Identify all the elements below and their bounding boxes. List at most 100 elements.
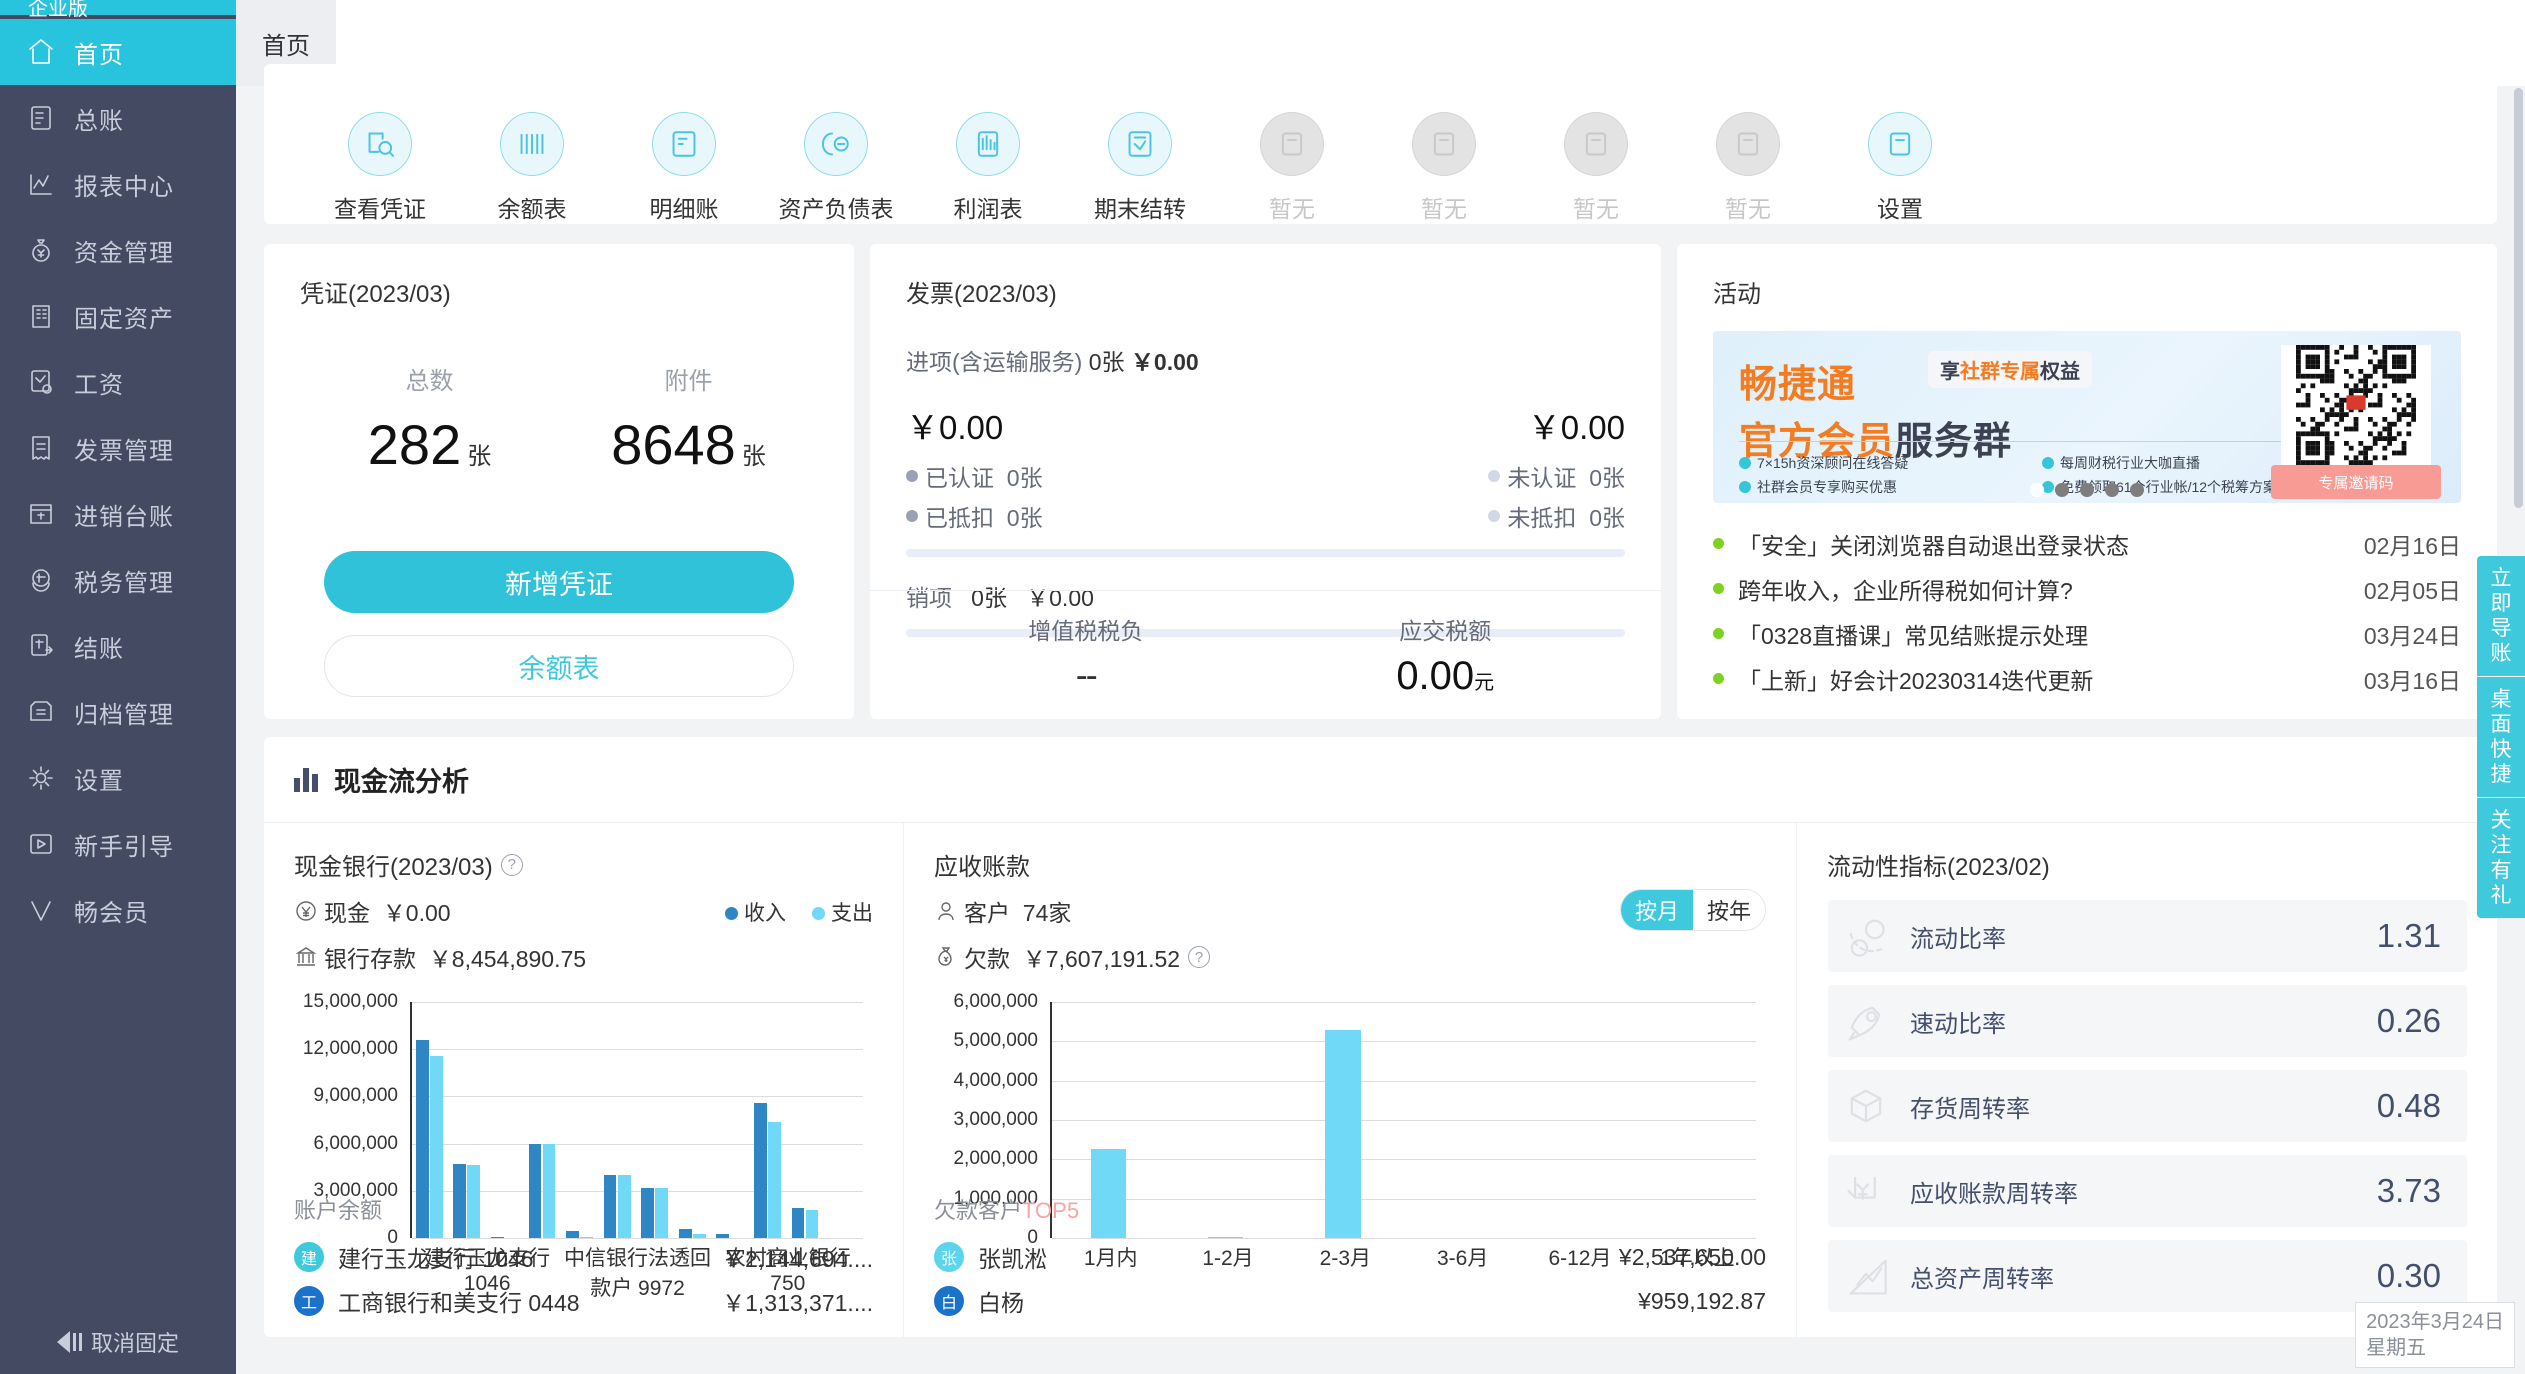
quick-action-1[interactable]: 余额表 bbox=[456, 112, 608, 224]
indicator-value: 1.31 bbox=[2376, 917, 2441, 954]
quick-action-3[interactable]: 资产负债表 bbox=[760, 112, 912, 224]
bar-expense bbox=[429, 1056, 443, 1238]
sidebar-item-3[interactable]: 资金管理 bbox=[0, 217, 236, 283]
balance-sheet-icon bbox=[500, 112, 564, 176]
sidebar-item-0[interactable]: 首页 bbox=[0, 19, 236, 85]
quick-action-label: 查看凭证 bbox=[334, 196, 426, 222]
promo-tag: 享社群专属权益 bbox=[1928, 351, 2092, 388]
activity-card: 活动 畅捷通 官方会员服务群 享社群专属权益 7×15h资深顾问在线答疑 每周财税… bbox=[1677, 244, 2497, 719]
chart-icon bbox=[1842, 1252, 1890, 1300]
bullet-icon bbox=[1713, 628, 1724, 639]
quick-action-5[interactable]: 期末结转 bbox=[1064, 112, 1216, 224]
quick-action-10[interactable]: 设置 bbox=[1824, 112, 1976, 224]
sidebar-collapse-button[interactable]: 取消固定 bbox=[0, 1310, 236, 1374]
tax-payable-unit: 元 bbox=[1474, 672, 1495, 694]
bank-icon bbox=[294, 945, 324, 969]
news-item-2[interactable]: 「0328直播课」常见结账提示处理 03月24日 bbox=[1713, 611, 2461, 656]
cash-value: ￥0.00 bbox=[382, 900, 451, 926]
account-row[interactable]: 工工商银行和美支行 0448 ￥1,313,371.... bbox=[294, 1279, 873, 1323]
quick-action-2[interactable]: 明细账 bbox=[608, 112, 760, 224]
float-button-1[interactable]: 桌面 快捷 bbox=[2477, 677, 2525, 798]
legend-expense: 支出 bbox=[831, 902, 873, 925]
voucher-card: 凭证(2023/03) 总数 282 张 附件 8648 张 新增凭证 余额表 bbox=[264, 244, 854, 719]
news-item-1[interactable]: 跨年收入，企业所得税如何计算? 02月05日 bbox=[1713, 566, 2461, 611]
invoice-legend-undeducted: 未抵扣 0张 bbox=[1488, 499, 1625, 533]
x-label: 1-2月 bbox=[1202, 1247, 1254, 1270]
balance-sheet-button[interactable]: 余额表 bbox=[324, 635, 794, 697]
sidebar-item-7[interactable]: 进销台账 bbox=[0, 481, 236, 547]
sidebar-item-13[interactable]: 畅会员 bbox=[0, 877, 236, 943]
indicator-value: 0.48 bbox=[2376, 1087, 2441, 1124]
indicator-value: 3.73 bbox=[2376, 1172, 2441, 1209]
x-label: 6-12月 bbox=[1548, 1247, 1612, 1270]
news-item-0[interactable]: 「安全」关闭浏览器自动退出登录状态 02月16日 bbox=[1713, 521, 2461, 566]
quick-action-4[interactable]: 利润表 bbox=[912, 112, 1064, 224]
x-label: 农村商业银行750 bbox=[724, 1247, 851, 1295]
bar-income bbox=[678, 1228, 692, 1238]
bar-income bbox=[754, 1102, 767, 1238]
y-tick: 9,000,000 bbox=[313, 1085, 398, 1107]
sidebar-item-1[interactable]: 总账 bbox=[0, 85, 236, 151]
quick-action-0[interactable]: 查看凭证 bbox=[304, 112, 456, 224]
quick-action-label: 利润表 bbox=[953, 196, 1023, 222]
promo-banner[interactable]: 畅捷通 官方会员服务群 享社群专属权益 7×15h资深顾问在线答疑 每周财税行业大… bbox=[1713, 331, 2461, 503]
date-display: 2023年3月24日 星期五 bbox=[2355, 1302, 2515, 1368]
debtor-row[interactable]: 白白杨 ¥959,192.87 bbox=[934, 1279, 1766, 1323]
toggle-by-month[interactable]: 按月 bbox=[1621, 890, 1693, 930]
voucher-attachment-value: 8648 bbox=[611, 413, 736, 476]
sidebar-item-5[interactable]: 工资 bbox=[0, 349, 236, 415]
invoice-progress-bar-input bbox=[906, 549, 1625, 557]
indicator-label: 速动比率 bbox=[1910, 1010, 2006, 1038]
sidebar-item-10[interactable]: 归档管理 bbox=[0, 679, 236, 745]
help-icon[interactable]: ? bbox=[1188, 946, 1211, 968]
customer-label: 客户 bbox=[964, 900, 1010, 926]
debtor-row[interactable]: 张张凯淞 ¥2,537,650.00 bbox=[934, 1235, 1766, 1279]
invoice-card-title: 发票(2023/03) bbox=[906, 281, 1057, 308]
empty-icon bbox=[1716, 112, 1780, 176]
sidebar-item-label: 报表中心 bbox=[74, 173, 174, 201]
y-tick: 3,000,000 bbox=[953, 1109, 1038, 1130]
float-button-0[interactable]: 立即 导账 bbox=[2477, 556, 2525, 677]
debtor-amount: ¥959,192.87 bbox=[1638, 1287, 1766, 1314]
y-tick: 2,000,000 bbox=[953, 1148, 1038, 1170]
sidebar-item-9[interactable]: 结账 bbox=[0, 613, 236, 679]
banner-carousel-dots[interactable] bbox=[1713, 483, 2461, 497]
y-axis-line bbox=[410, 1002, 412, 1238]
help-icon[interactable]: ? bbox=[500, 853, 523, 876]
deposit-label: 银行存款 bbox=[324, 946, 416, 972]
debtor-amount: ¥2,537,650.00 bbox=[1618, 1243, 1766, 1270]
sidebar-item-12[interactable]: 新手引导 bbox=[0, 811, 236, 877]
bar-income bbox=[603, 1175, 617, 1238]
invoice-input-label: 进项(含运输服务) bbox=[906, 349, 1083, 375]
bank-bar-chart: 0 3,000,000 6,000,000 9,000,000 12,000,000 15… bbox=[294, 991, 873, 1300]
gear-icon bbox=[1868, 112, 1932, 176]
sidebar-item-2[interactable]: 报表中心 bbox=[0, 151, 236, 217]
sidebar-item-4[interactable]: 固定资产 bbox=[0, 283, 236, 349]
indicator-row-2: 存货周转率 0.48 bbox=[1828, 1070, 2467, 1142]
promo-divider bbox=[1739, 441, 2319, 442]
period-toggle[interactable]: 按月 按年 bbox=[1620, 889, 1766, 931]
sidebar-item-11[interactable]: 设置 bbox=[0, 745, 236, 811]
toggle-by-year[interactable]: 按年 bbox=[1693, 890, 1765, 930]
bank-title: 现金银行(2023/03) bbox=[294, 854, 493, 881]
invoice-legend-certified: 已认证 0张 bbox=[906, 459, 1043, 493]
rocket-icon bbox=[1842, 997, 1890, 1045]
home-icon bbox=[26, 35, 68, 69]
x-label: 中信银行法透回款户 9972 bbox=[563, 1247, 711, 1300]
bar-chart-icon bbox=[294, 767, 322, 792]
sidebar-item-8[interactable]: 税务管理 bbox=[0, 547, 236, 613]
account-row[interactable]: 建建行玉龙支行 1046 ￥2,144,694.... bbox=[294, 1235, 873, 1279]
sales-ledger-icon bbox=[26, 497, 68, 531]
promo-feature-1: 每周财税行业大咖直播 bbox=[2042, 453, 2327, 473]
empty-icon bbox=[1412, 112, 1476, 176]
sidebar-item-6[interactable]: 发票管理 bbox=[0, 415, 236, 481]
add-voucher-button[interactable]: 新增凭证 bbox=[324, 551, 794, 613]
news-date: 03月24日 bbox=[2363, 622, 2461, 649]
news-item-3[interactable]: 「上新」好会计20230314迭代更新 03月16日 bbox=[1713, 656, 2461, 701]
quick-actions-card: 查看凭证 余额表 明细账 资产负债表 利润表 期末结转 暂无 暂无 暂无 暂无 设置 bbox=[264, 64, 2497, 224]
sidebar-item-label: 资金管理 bbox=[74, 239, 174, 267]
status-dot-icon bbox=[906, 470, 918, 482]
page-scrollbar[interactable] bbox=[2514, 88, 2523, 508]
float-button-2[interactable]: 关注 有礼 bbox=[2477, 798, 2525, 918]
bar-expense bbox=[692, 1234, 706, 1238]
